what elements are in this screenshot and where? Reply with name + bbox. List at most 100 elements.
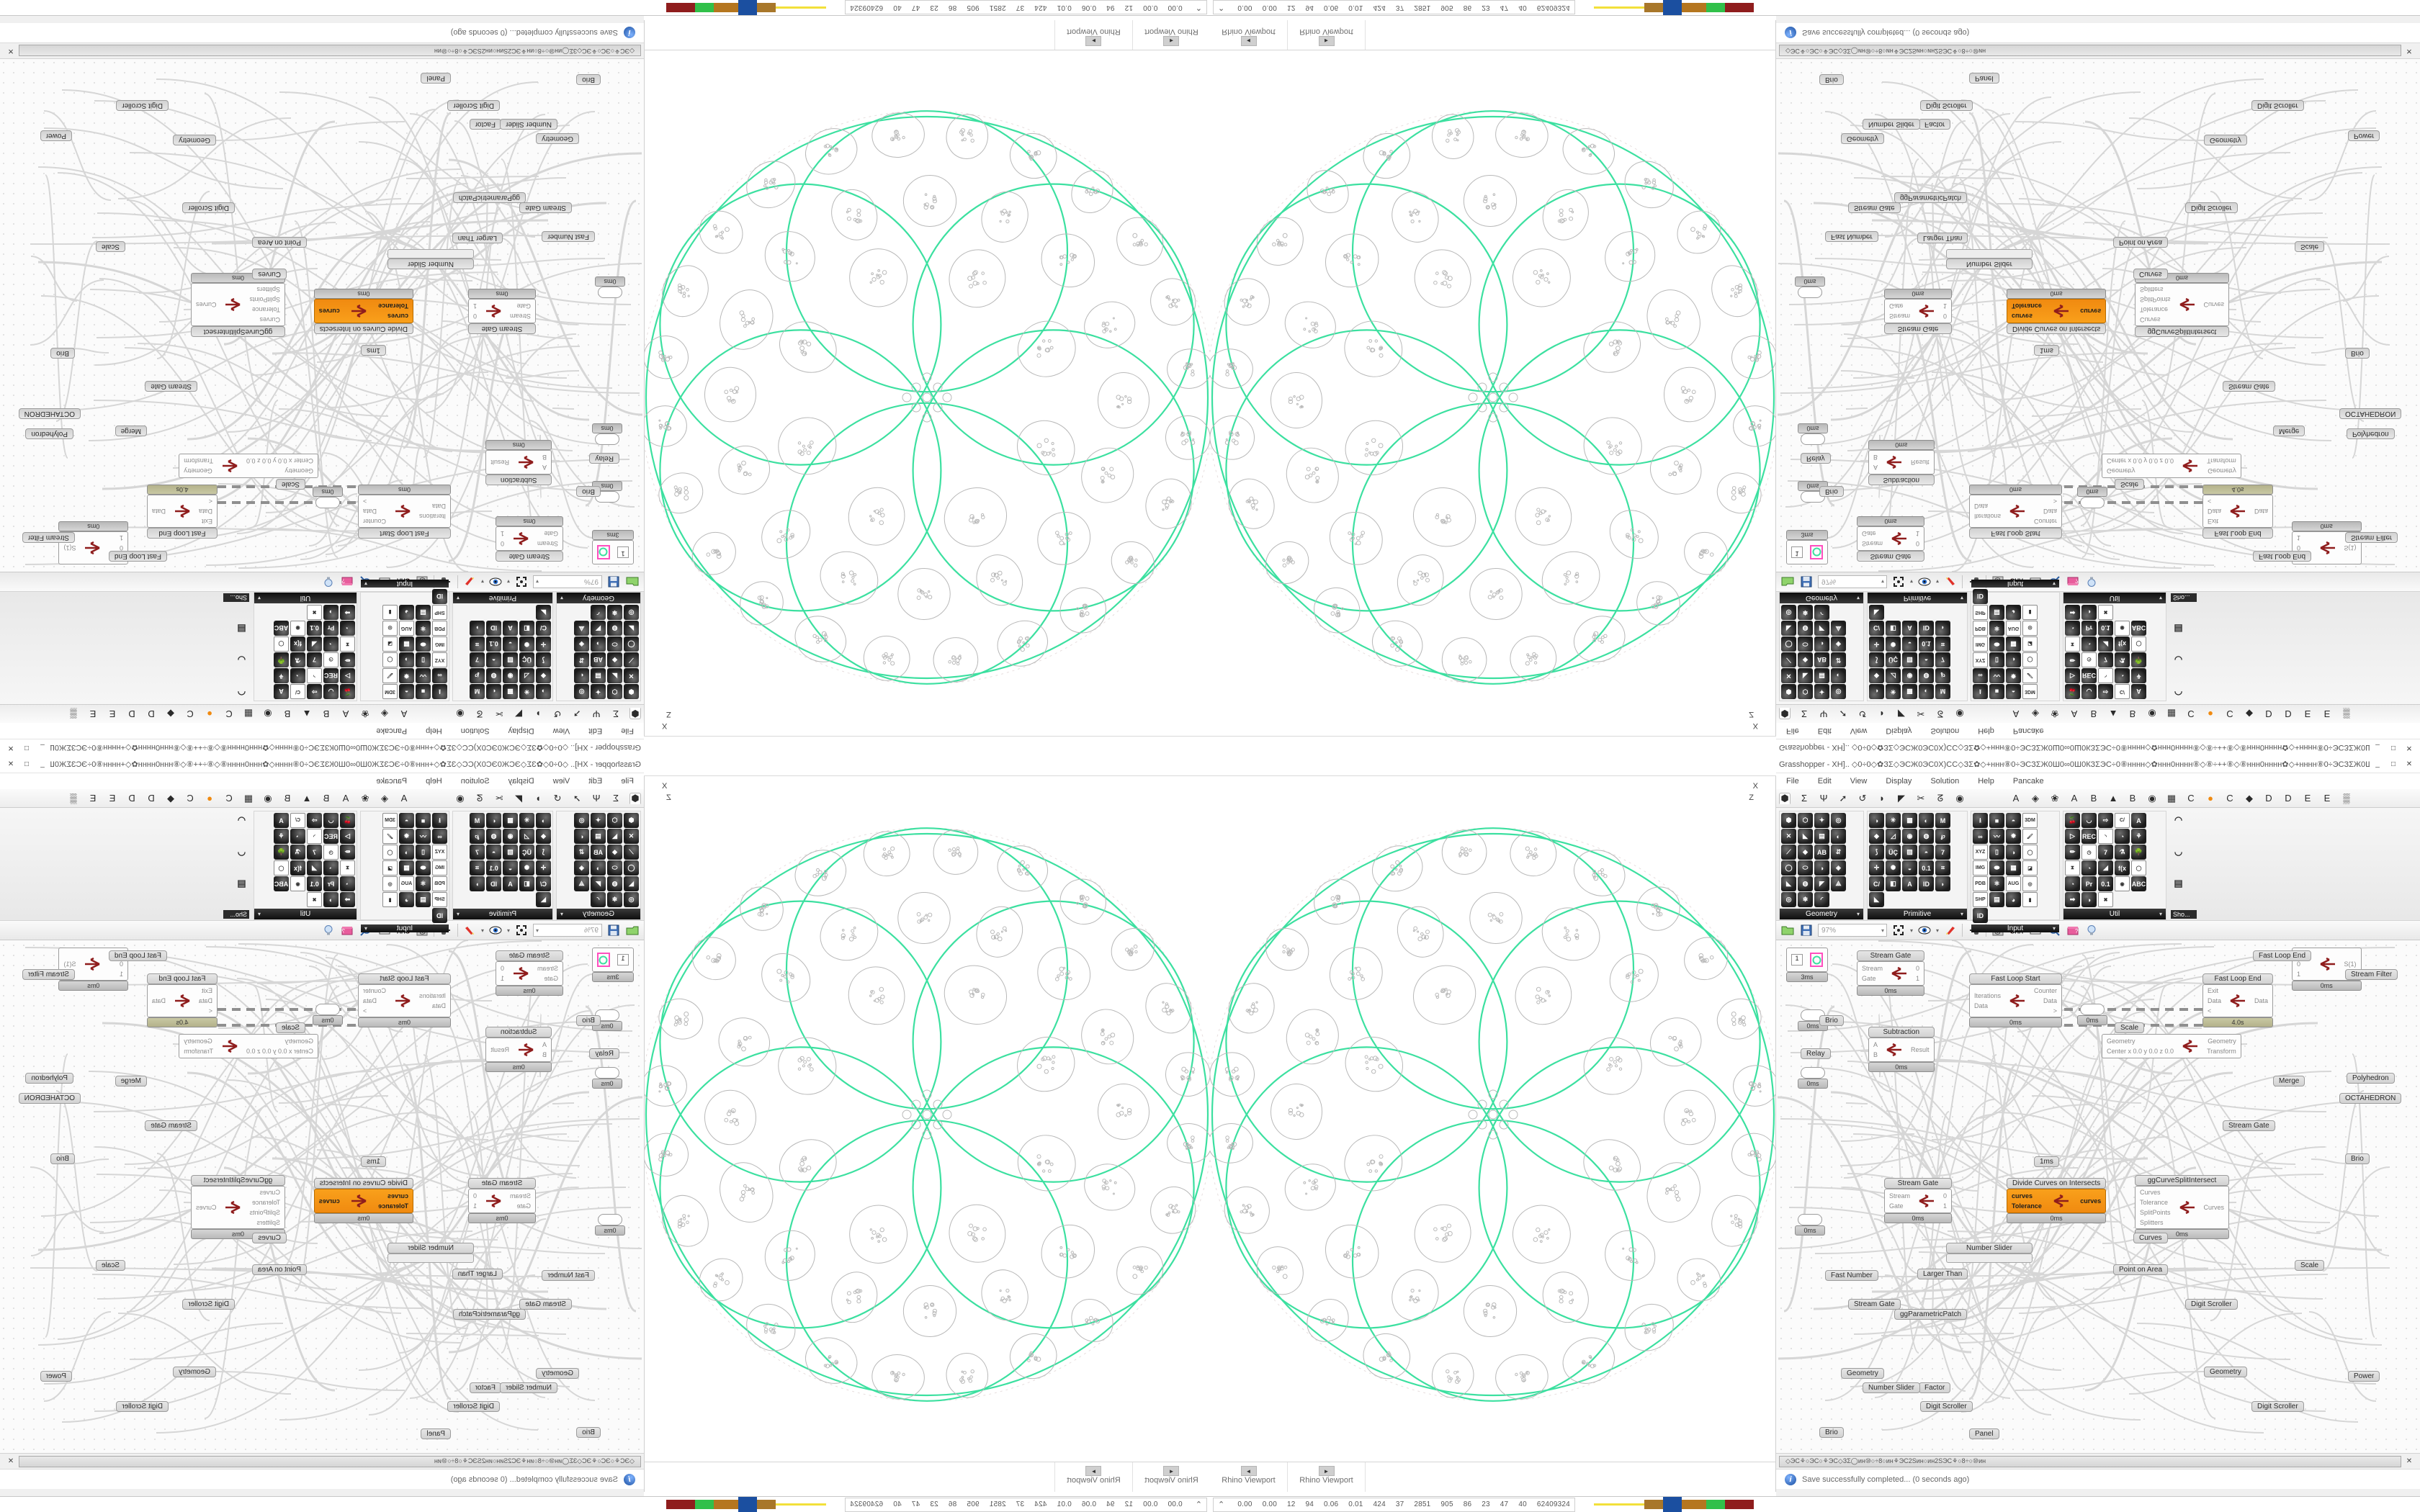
gh-component-41[interactable]: Power (2348, 130, 2380, 141)
input-port[interactable]: Tolerance (2012, 1202, 2042, 1210)
input-port[interactable]: Center x 0.0 y 0.0 z 0.0 (246, 1048, 313, 1055)
output-port[interactable]: Counter (362, 518, 386, 525)
menu-item-edit[interactable]: Edit (588, 777, 603, 786)
gh-component-10[interactable]: Gate01S(1)0ms (2292, 521, 2362, 564)
component-util-25[interactable]: ➡ (2065, 892, 2080, 907)
input-port[interactable]: 1 (2297, 534, 2301, 541)
component-geometry-5[interactable]: ◣ (1798, 829, 1813, 844)
hexagon-icon[interactable]: ⬢ (629, 792, 641, 804)
component-input-0[interactable]: ⭳ (1973, 684, 1988, 699)
hexagon-icon[interactable]: ⬢ (629, 708, 641, 720)
component-util-0[interactable]: 🍒 (340, 684, 355, 699)
component-geometry-12[interactable]: ◯ (1781, 860, 1796, 876)
gift-icon[interactable]: ? (2066, 923, 2080, 937)
ribbon-tab-13[interactable]: D (2265, 708, 2272, 719)
component-body[interactable]: Stream Gate 0 1 (467, 299, 536, 323)
component-primitive-21[interactable]: ◧ (1886, 876, 1901, 891)
input-port[interactable]: Iterations (1974, 992, 2002, 999)
component-primitive-23[interactable]: ID (486, 621, 501, 636)
component-util-18[interactable]: f(x (290, 636, 305, 652)
menu-item-view[interactable]: View (1850, 777, 1868, 786)
arrow-icon[interactable]: ➚ (573, 708, 581, 720)
component-primitive-20[interactable]: C/ (536, 876, 551, 891)
component-util-6[interactable]: REC (2081, 829, 2097, 844)
output-port[interactable]: Transform (184, 457, 213, 464)
component-primitive-11[interactable]: ÜÇ (519, 845, 534, 860)
rhino-status-values[interactable]: ⌃ 0.00 0.00 12 94 0.06 0.01 424 37 2851 905 86 23 47… (1213, 0, 1575, 15)
component-input-17[interactable]: ⚛ (1989, 621, 2004, 636)
component-input-13[interactable]: ⬬ (1989, 860, 2004, 876)
gh-component-33[interactable]: ggParametricPatch (1894, 192, 1968, 203)
gh-component-25[interactable]: Panel (421, 1428, 451, 1439)
ribbon-tab-9[interactable]: C (2187, 793, 2195, 804)
input-port[interactable]: SplitPoints (249, 1209, 280, 1216)
component-input-18[interactable]: AUG (2006, 876, 2021, 891)
component-util-8[interactable]: ◔ (290, 668, 305, 683)
component-geometry-8[interactable]: ⟋ (1781, 845, 1796, 860)
input-port[interactable]: Curves (2140, 316, 2161, 323)
component-util-25[interactable]: ➡ (2065, 605, 2080, 620)
input-port[interactable]: SplitPoints (2140, 296, 2171, 303)
input-port[interactable]: < (2208, 1007, 2212, 1014)
gh-component-22[interactable]: Digit Scroller (2185, 202, 2238, 213)
component-show-2[interactable]: ▤ (237, 623, 246, 634)
remark-close-icon[interactable]: ✕ (2406, 47, 2413, 55)
component-input-22[interactable]: ◕ (2006, 892, 2021, 907)
component-primitive-18[interactable]: 0.1 (1919, 636, 1934, 652)
gh-component-33[interactable]: ggParametricPatch (1894, 1309, 1968, 1320)
gh-component-17[interactable]: Fast Loop End (2253, 950, 2312, 961)
component-primitive-2[interactable]: ▩ (503, 813, 518, 828)
component-geometry-6[interactable]: ▤ (591, 829, 606, 844)
component-primitive-25[interactable]: ◣ (536, 605, 551, 620)
grasshopper-canvas[interactable]: 0ms 0ms 1 3ms Stream Gate Stream Gate 0 1 0ms Subt… (0, 940, 644, 1453)
close-button[interactable]: ✕ (7, 760, 14, 768)
gh-component-28[interactable]: Relay (1801, 1048, 1831, 1059)
fit-dropdown-icon[interactable]: ▾ (1910, 927, 1914, 934)
ribbon-tab-13[interactable]: D (148, 708, 155, 719)
gh-component-27[interactable]: Brio (1819, 1015, 1844, 1026)
component-primitive-4[interactable]: M (1935, 813, 1950, 828)
component-geometry-6[interactable]: ▤ (591, 668, 606, 683)
component-util-26[interactable]: ◑ (2081, 605, 2097, 620)
output-port[interactable]: Curves (2203, 1204, 2225, 1211)
input-port[interactable]: Exit (2208, 987, 2219, 994)
gh-component-15[interactable]: 0ms (595, 276, 625, 298)
open-folder-icon[interactable] (1780, 575, 1795, 589)
component-primitive-22[interactable]: A (503, 621, 518, 636)
component-geometry-11[interactable]: ⇵ (1831, 652, 1846, 667)
gh-component-13[interactable]: ggCurveSplitIntersect Curves Tolerance Spli… (2135, 273, 2230, 337)
input-port[interactable]: Geometry (2107, 1038, 2136, 1045)
preview-eye-icon[interactable] (488, 575, 503, 589)
ribbon-tab-5[interactable]: ▲ (302, 708, 312, 719)
relay-dot[interactable] (598, 287, 622, 298)
component-input-21[interactable]: ▤ (1989, 605, 2004, 620)
scissors-icon[interactable]: ✂ (1917, 708, 1925, 720)
gh-component-38[interactable]: Point on Area (2113, 237, 2169, 248)
input-port[interactable]: Geometry (2107, 467, 2136, 474)
component-geometry-15[interactable]: ◈ (574, 636, 589, 652)
input-port[interactable]: 1 (119, 971, 123, 978)
component-input-8[interactable]: XYZ (1973, 845, 1988, 860)
zoom-level-field[interactable]: 97% ▾ (1818, 924, 1887, 937)
component-body[interactable]: Stream Gate 0 1 (1884, 1189, 1953, 1213)
component-primitive-16[interactable]: ✺ (519, 636, 534, 652)
component-show-1[interactable]: ◡ (2174, 845, 2183, 857)
component-input-16[interactable]: PDB (1973, 876, 1988, 891)
viewport-tab-1[interactable]: ◄ Rhino Viewport (1132, 1462, 1210, 1492)
grasshopper-canvas[interactable]: 0ms 0ms 1 3ms Stream Gate Stream Gate 0 1 0ms Subt… (1776, 59, 2420, 572)
input-port[interactable]: Curves (259, 1189, 280, 1196)
component-body[interactable]: Exit Data < Data (2202, 984, 2274, 1017)
pin-icon[interactable]: ▾ (2159, 911, 2162, 917)
eye-icon[interactable]: ◉ (456, 792, 465, 804)
menu-item-file[interactable]: File (621, 726, 634, 735)
pin-icon[interactable]: ▾ (560, 595, 564, 601)
bulb-icon[interactable] (2084, 923, 2099, 937)
component-primitive-25[interactable]: ◣ (1869, 892, 1884, 907)
palette-tab-geometry[interactable]: Geometry ▾ (557, 593, 640, 603)
component-util-0[interactable]: 🍒 (2065, 813, 2080, 828)
palette-tab-input[interactable]: Input ▾ (361, 924, 449, 932)
input-port[interactable]: Iterations (1974, 513, 2002, 520)
component-geometry-20[interactable]: ◎ (624, 605, 639, 620)
component-input-2[interactable]: ◓ (2006, 813, 2021, 828)
gh-component-37[interactable]: Number Slider (500, 119, 557, 130)
